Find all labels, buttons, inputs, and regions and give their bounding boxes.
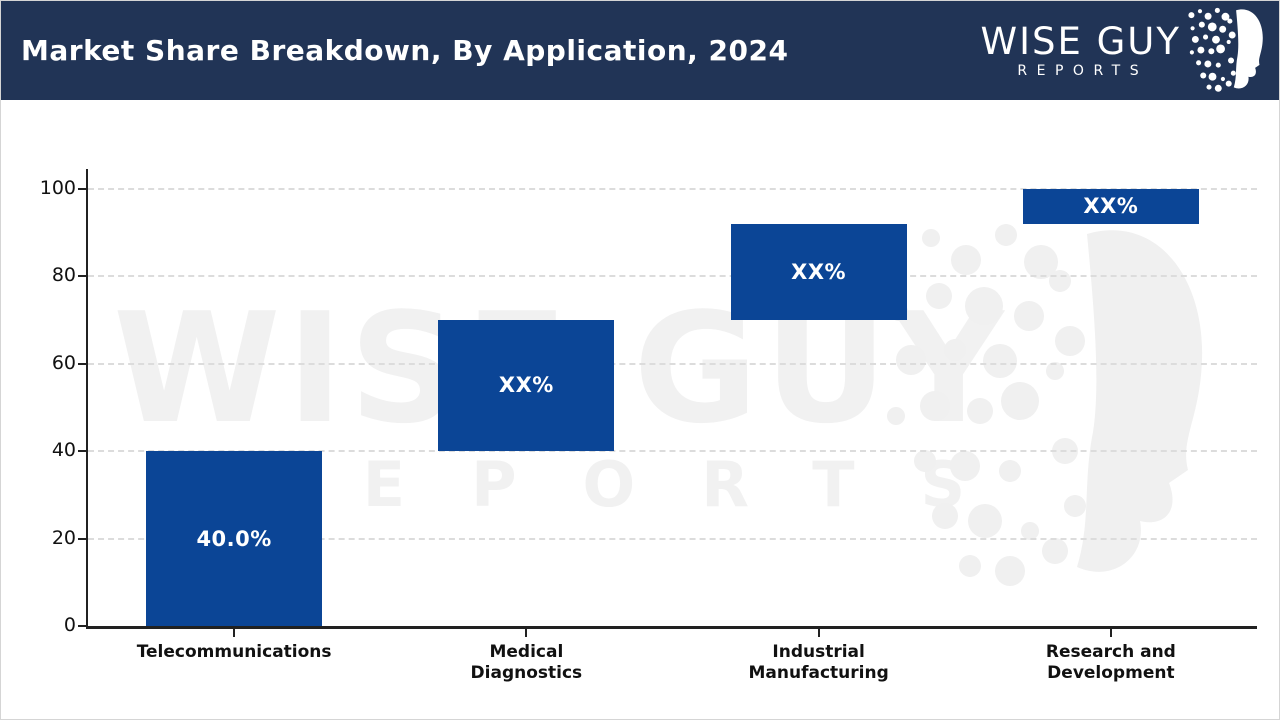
- gridline: [88, 275, 1257, 277]
- watermark-subtitle: REPORTS: [249, 448, 1032, 521]
- category-label: Telecommunications: [84, 642, 384, 663]
- category-label-line: Manufacturing: [748, 663, 889, 684]
- bar-value-label: XX%: [498, 373, 554, 398]
- x-tick: [1109, 629, 1112, 637]
- gridline: [88, 450, 1257, 452]
- y-tick-label: 60: [51, 351, 76, 374]
- category-label-line: Industrial: [772, 642, 865, 662]
- y-tick-label: 0: [63, 614, 76, 636]
- category-label-line: Telecommunications: [136, 642, 332, 662]
- y-tick: [78, 362, 86, 365]
- x-tick: [817, 629, 820, 637]
- y-tick: [78, 625, 86, 627]
- gridline: [88, 537, 1257, 540]
- bar-value-label: XX%: [1083, 194, 1139, 218]
- category-label: Research and Development: [961, 642, 1261, 685]
- bar-value-label: XX%: [791, 259, 847, 284]
- logo-subtitle: REPORTS: [1017, 63, 1149, 79]
- gridline: [88, 187, 1257, 190]
- x-axis-line: [86, 626, 1257, 629]
- logo-wordmark: WISE GUY: [980, 20, 1181, 63]
- brand-logo-text: WISE GUY REPORTS: [981, 23, 1181, 78]
- category-label-line: Research and: [1045, 642, 1176, 662]
- category-label-line: Diagnostics: [470, 663, 583, 684]
- y-tick: [78, 450, 86, 452]
- category-label-line: Development: [1047, 663, 1175, 684]
- bar-segment: XX%: [1022, 188, 1199, 224]
- logo-face-icon: [1188, 7, 1263, 92]
- gridline: [88, 362, 1257, 365]
- y-tick: [78, 275, 86, 277]
- chart-area: WISE GUY REPORTS 0 20 40 60 80 100 40.0% Teleco…: [1, 100, 1279, 719]
- bar-segment: 40.0%: [146, 451, 323, 626]
- bar-segment: XX%: [730, 223, 907, 320]
- brand-logo: WISE GUY REPORTS: [981, 7, 1267, 95]
- category-label: Industrial Manufacturing: [669, 642, 969, 685]
- y-axis-line: [86, 169, 88, 628]
- category-label: Medical Diagnostics: [376, 642, 676, 685]
- x-tick: [525, 629, 528, 637]
- x-tick: [233, 629, 236, 637]
- y-tick: [78, 537, 86, 540]
- page-title: Market Share Breakdown, By Application, …: [21, 34, 789, 67]
- watermark-face-icon: [881, 224, 1203, 586]
- y-tick-label: 100: [39, 176, 76, 199]
- y-tick: [78, 187, 86, 190]
- bar-value-label: 40.0%: [196, 526, 272, 551]
- bar-segment: XX%: [438, 319, 615, 451]
- y-tick-label: 80: [51, 264, 76, 286]
- y-tick-label: 20: [51, 526, 76, 549]
- header: Market Share Breakdown, By Application, …: [1, 1, 1279, 100]
- y-tick-label: 40: [51, 439, 76, 461]
- category-label-line: Medical: [489, 642, 564, 662]
